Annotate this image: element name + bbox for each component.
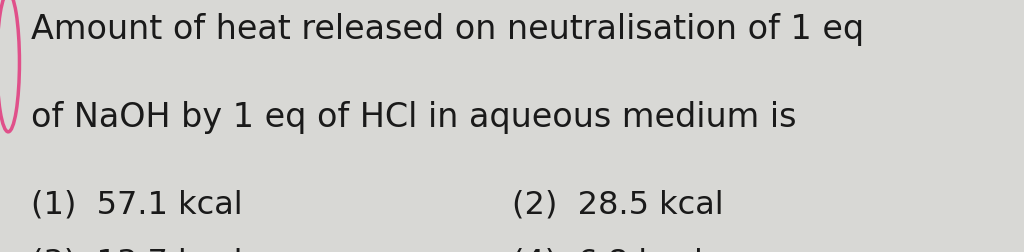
Text: Amount of heat released on neutralisation of 1 eq: Amount of heat released on neutralisatio… xyxy=(31,13,864,45)
Text: (3)  13.7 kcal: (3) 13.7 kcal xyxy=(31,247,243,252)
Text: of NaOH by 1 eq of HCl in aqueous medium is: of NaOH by 1 eq of HCl in aqueous medium… xyxy=(31,101,797,134)
Text: (1)  57.1 kcal: (1) 57.1 kcal xyxy=(31,189,243,220)
Text: (4)  6.8 kcal: (4) 6.8 kcal xyxy=(512,247,702,252)
Text: (2)  28.5 kcal: (2) 28.5 kcal xyxy=(512,189,724,220)
